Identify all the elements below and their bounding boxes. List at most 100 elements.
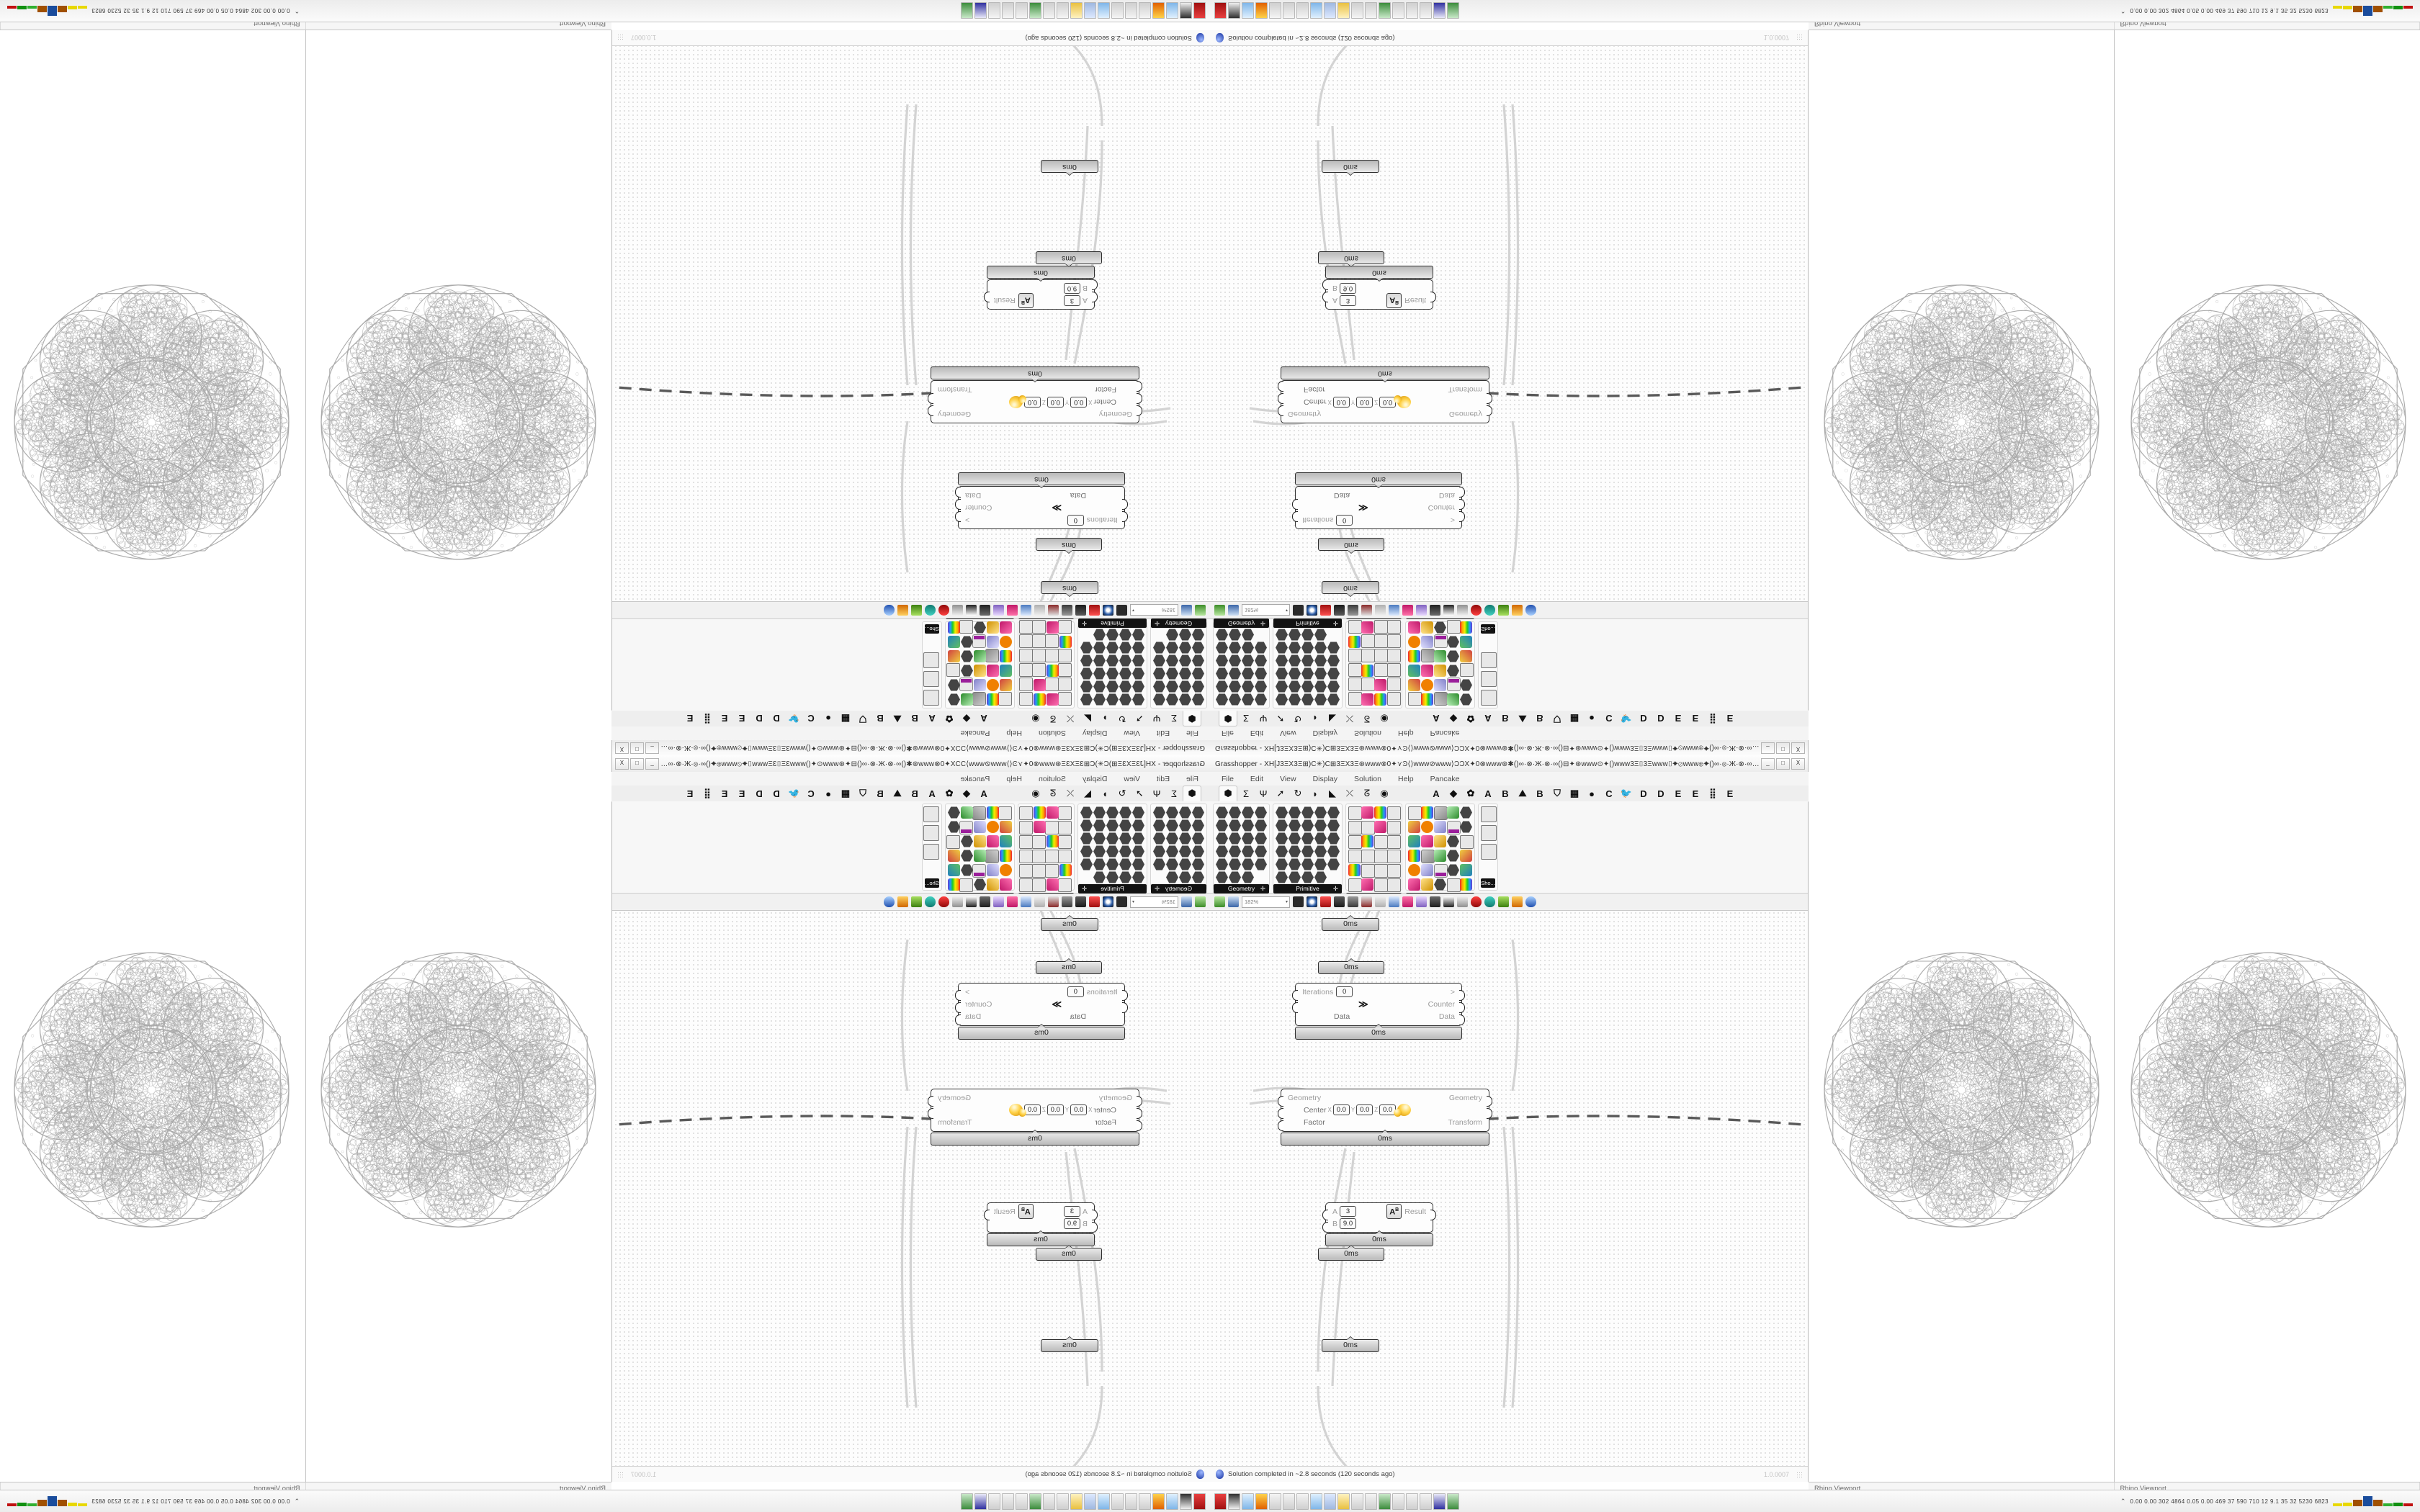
- palette-component-0-2[interactable]: [1166, 693, 1178, 706]
- palette-component-1-21[interactable]: [1289, 642, 1301, 654]
- palette-component-0-20[interactable]: [1216, 871, 1228, 883]
- tab-sets[interactable]: Ψ: [1255, 786, 1272, 801]
- goat-icon[interactable]: [1481, 825, 1497, 841]
- input-port[interactable]: [1137, 1108, 1142, 1119]
- palette-component-0-22[interactable]: [1242, 629, 1254, 641]
- palette-component-3-12[interactable]: [1434, 665, 1446, 677]
- palette-component-1-28[interactable]: [1314, 629, 1327, 641]
- tab-grid[interactable]: ▦: [837, 786, 854, 801]
- palette-component-0-5[interactable]: [1229, 819, 1241, 832]
- center-y-input[interactable]: 0.0: [1356, 397, 1373, 408]
- input-port[interactable]: [1292, 1002, 1298, 1013]
- palette-component-0-9[interactable]: [1229, 667, 1241, 680]
- tray-expand-icon[interactable]: ⌃: [2120, 1498, 2126, 1506]
- palette-component-1-0[interactable]: [1276, 693, 1288, 706]
- tab-e3[interactable]: E: [1721, 786, 1739, 801]
- tab-e1[interactable]: E: [733, 711, 750, 726]
- minimize-button[interactable]: _: [1761, 758, 1775, 770]
- taskbar-item-4[interactable]: [1269, 1493, 1281, 1510]
- node-counter[interactable]: Iterations 0 > ≫ Counter Data Data 0ms: [1292, 983, 1465, 1040]
- goat-icon[interactable]: [923, 825, 939, 841]
- node-timer-bottom[interactable]: 0ms: [1036, 1248, 1102, 1261]
- palette-component-1-28[interactable]: [1314, 871, 1327, 883]
- close-button[interactable]: X: [1791, 742, 1805, 754]
- output-port[interactable]: [955, 1002, 961, 1013]
- palette-component-1-27[interactable]: [1106, 871, 1119, 883]
- tab-e2[interactable]: E: [716, 786, 733, 801]
- input-port[interactable]: [1278, 405, 1283, 416]
- palette-component-0-21[interactable]: [1229, 629, 1241, 641]
- taskbar-item-16[interactable]: [1433, 1493, 1446, 1510]
- palette-expand-icon[interactable]: ✛: [1260, 618, 1265, 628]
- tab-c1[interactable]: C: [802, 711, 820, 726]
- tab-leaf[interactable]: ◆: [1445, 711, 1462, 726]
- palette-component-1-17[interactable]: [1106, 845, 1119, 858]
- palette-component-1-14[interactable]: [1327, 832, 1340, 845]
- menu-item-help[interactable]: Help: [1398, 729, 1414, 738]
- iterations-input[interactable]: 0: [1067, 986, 1084, 997]
- palette-expand-icon[interactable]: ✛: [1260, 884, 1265, 894]
- palette-component-0-10[interactable]: [1166, 832, 1178, 845]
- palette-component-0-10[interactable]: [1242, 667, 1254, 680]
- palette-component-2-14[interactable]: [1032, 850, 1046, 863]
- palette-component-1-26[interactable]: [1289, 629, 1301, 641]
- tab-vector[interactable]: ➚: [1131, 711, 1148, 726]
- palette-component-0-18[interactable]: [1166, 858, 1178, 870]
- palette-component-3-9[interactable]: [1460, 679, 1472, 691]
- palette-component-2-11[interactable]: [1387, 835, 1401, 849]
- input-port[interactable]: [1092, 279, 1098, 290]
- palette-component-2-15[interactable]: [1387, 649, 1401, 662]
- taskbar-item-17[interactable]: [1447, 1493, 1459, 1510]
- node-timer-bottom[interactable]: 0ms: [1036, 251, 1102, 264]
- palette-component-1-5[interactable]: [1132, 680, 1144, 693]
- palette-component-1-0[interactable]: [1276, 806, 1288, 819]
- palette-component-3-18[interactable]: [961, 650, 973, 662]
- palette-component-2-17[interactable]: [1361, 864, 1375, 878]
- tray-expand-icon[interactable]: ⌃: [2120, 7, 2126, 15]
- output-port[interactable]: [1459, 1002, 1465, 1013]
- palette-component-3-7[interactable]: [1434, 679, 1446, 691]
- palette-component-1-14[interactable]: [1080, 832, 1093, 845]
- gha-assembly-icon[interactable]: [1361, 896, 1372, 907]
- palette-component-3-16[interactable]: [1421, 649, 1435, 662]
- node-timer-top[interactable]: 0ms: [1041, 581, 1098, 594]
- tab-grid[interactable]: ▦: [1566, 786, 1583, 801]
- tab-display[interactable]: ◉: [1376, 711, 1393, 726]
- preview-eye-icon[interactable]: [1307, 896, 1317, 907]
- node-counter[interactable]: Iterations 0 > ≫ Counter Data Data 0ms: [955, 472, 1128, 529]
- palette-component-0-15[interactable]: [1153, 654, 1165, 667]
- palette-component-2-7[interactable]: [1387, 678, 1401, 691]
- node-transform[interactable]: Geometry Geometry Center X 0.0 Y 0.0 Z 0.0 Factor…: [1278, 1089, 1492, 1146]
- palette-component-3-13[interactable]: [1447, 665, 1459, 677]
- palette-component-3-8[interactable]: [959, 821, 973, 834]
- palette-component-2-0[interactable]: [1058, 806, 1072, 820]
- open-file-icon[interactable]: [1195, 605, 1206, 616]
- balloon-icon[interactable]: [1416, 605, 1427, 616]
- widget-teal-icon[interactable]: [925, 896, 936, 907]
- tab-b1[interactable]: B: [906, 711, 923, 726]
- palette-component-0-15[interactable]: [1255, 845, 1267, 858]
- taskbar-item-4[interactable]: [1139, 2, 1151, 19]
- taskbar-item-14[interactable]: [1002, 1493, 1014, 1510]
- preview-ghosted-icon[interactable]: [1457, 896, 1468, 907]
- palette-component-1-8[interactable]: [1093, 819, 1106, 832]
- palette-component-2-1[interactable]: [1361, 806, 1373, 819]
- widget-blue-icon[interactable]: [884, 605, 895, 616]
- palette-component-3-21[interactable]: [1421, 636, 1433, 648]
- palette-component-1-18[interactable]: [1314, 654, 1327, 667]
- palette-component-2-6[interactable]: [1374, 821, 1386, 833]
- input-port[interactable]: [1092, 292, 1098, 302]
- tab-surface[interactable]: ◗: [1096, 711, 1113, 726]
- tab-e1[interactable]: E: [1670, 786, 1687, 801]
- rhino-viewport-left[interactable]: [305, 30, 611, 756]
- taskbar-item-17[interactable]: [961, 1493, 973, 1510]
- palette-component-3-2[interactable]: [1434, 692, 1448, 706]
- menu-item-display[interactable]: Display: [1313, 729, 1337, 738]
- save-file-icon[interactable]: [1228, 605, 1239, 616]
- node-power[interactable]: A 3 AB Result B 9.0 0ms: [1322, 1202, 1436, 1246]
- palette-component-3-3[interactable]: [961, 693, 973, 706]
- palette-component-1-13[interactable]: [1093, 832, 1106, 845]
- tab-leaf[interactable]: ◆: [958, 711, 975, 726]
- palette-group-label[interactable]: Primitive ✛: [1078, 884, 1147, 894]
- palette-component-1-27[interactable]: [1301, 629, 1314, 641]
